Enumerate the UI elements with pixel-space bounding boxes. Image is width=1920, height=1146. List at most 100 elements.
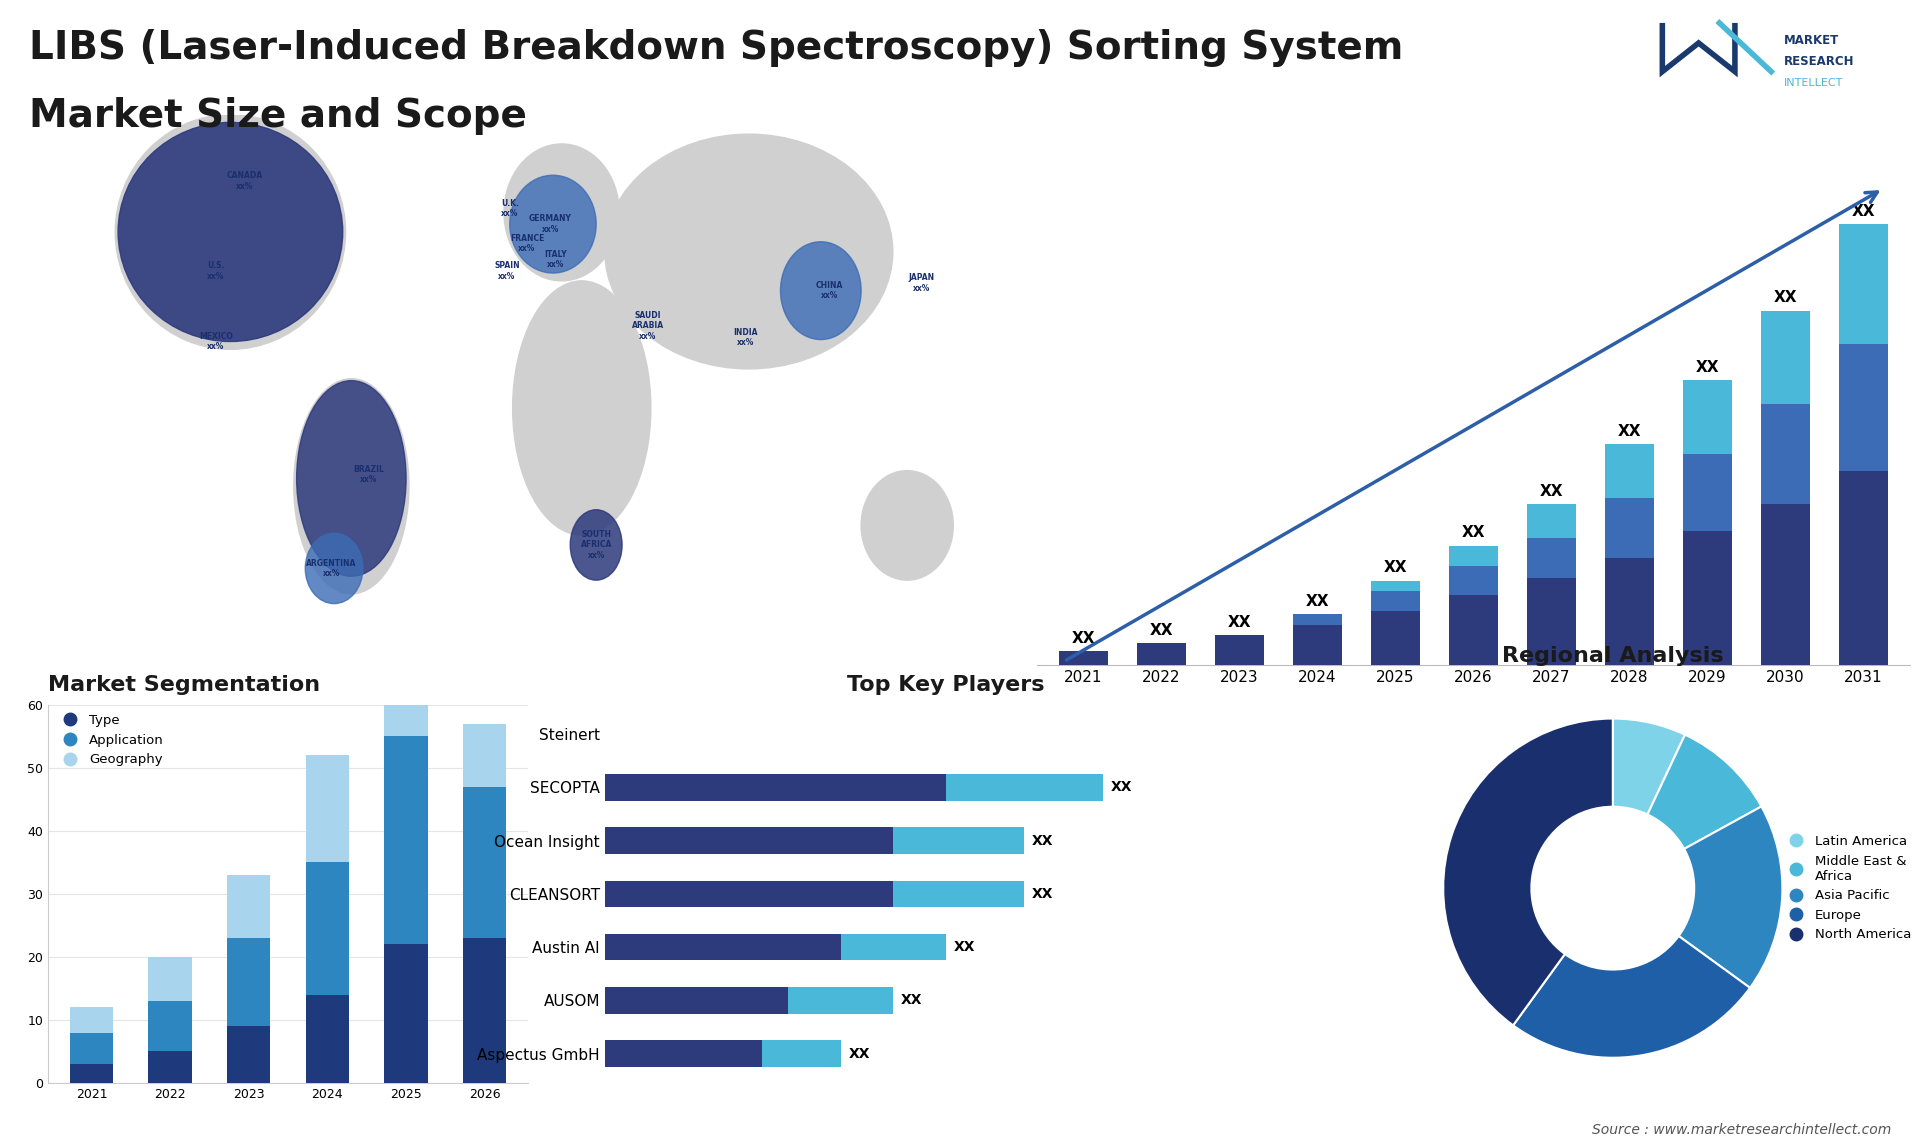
Ellipse shape xyxy=(605,134,893,369)
Text: XX: XX xyxy=(1540,484,1563,499)
Text: SOUTH
AFRICA
xx%: SOUTH AFRICA xx% xyxy=(580,531,612,560)
Text: MARKET: MARKET xyxy=(1784,33,1839,47)
Bar xyxy=(605,987,789,1014)
Text: XX: XX xyxy=(1619,424,1642,439)
Text: INTELLECT: INTELLECT xyxy=(1784,78,1843,88)
Text: XX: XX xyxy=(1306,594,1329,609)
Ellipse shape xyxy=(513,281,651,535)
Bar xyxy=(1839,471,1887,665)
Bar xyxy=(945,774,1102,801)
Bar xyxy=(605,1041,762,1067)
Text: XX: XX xyxy=(1033,833,1054,848)
Bar xyxy=(1528,537,1576,578)
Bar xyxy=(384,559,428,736)
Text: XX: XX xyxy=(1774,290,1797,305)
Bar xyxy=(463,724,507,786)
Text: XX: XX xyxy=(1229,615,1252,630)
Ellipse shape xyxy=(296,380,407,576)
Bar xyxy=(463,937,507,1083)
Bar xyxy=(1371,581,1419,591)
Bar xyxy=(605,934,841,960)
Text: XX: XX xyxy=(1853,204,1876,219)
Wedge shape xyxy=(1647,735,1761,849)
Wedge shape xyxy=(1444,719,1613,1026)
Bar xyxy=(841,934,945,960)
Bar xyxy=(227,876,271,937)
Bar xyxy=(1761,405,1811,504)
Ellipse shape xyxy=(862,471,954,580)
Bar xyxy=(1528,578,1576,665)
Text: XX: XX xyxy=(1112,780,1133,794)
Bar xyxy=(893,880,1023,908)
Wedge shape xyxy=(1613,719,1686,815)
Bar xyxy=(384,736,428,944)
Bar xyxy=(384,944,428,1083)
Bar xyxy=(227,937,271,1027)
Ellipse shape xyxy=(115,115,346,350)
Text: Market Size and Scope: Market Size and Scope xyxy=(29,97,526,135)
Title: Regional Analysis: Regional Analysis xyxy=(1501,646,1724,666)
Bar xyxy=(1450,595,1498,665)
Text: CANADA
xx%: CANADA xx% xyxy=(227,172,263,190)
Bar xyxy=(148,1052,192,1083)
Bar xyxy=(227,1027,271,1083)
Text: Market Segmentation: Market Segmentation xyxy=(48,675,321,694)
Legend: Type, Application, Geography: Type, Application, Geography xyxy=(54,712,167,769)
Bar xyxy=(1294,614,1342,625)
Bar xyxy=(463,786,507,937)
Wedge shape xyxy=(1513,936,1749,1058)
Text: ITALY
xx%: ITALY xx% xyxy=(545,250,566,269)
Bar xyxy=(605,880,893,908)
Text: ARGENTINA
xx%: ARGENTINA xx% xyxy=(305,559,357,578)
Ellipse shape xyxy=(781,242,862,339)
Bar xyxy=(1684,531,1732,665)
Bar xyxy=(148,957,192,1002)
Text: LIBS (Laser-Induced Breakdown Spectroscopy) Sorting System: LIBS (Laser-Induced Breakdown Spectrosco… xyxy=(29,29,1404,66)
Bar xyxy=(1450,566,1498,595)
Bar xyxy=(1684,380,1732,454)
Text: BRAZIL
xx%: BRAZIL xx% xyxy=(353,465,384,485)
Text: U.S.
xx%: U.S. xx% xyxy=(207,261,225,281)
Text: FRANCE
xx%: FRANCE xx% xyxy=(511,234,543,253)
Bar xyxy=(1761,311,1811,405)
Text: SAUDI
ARABIA
xx%: SAUDI ARABIA xx% xyxy=(632,311,664,340)
Bar xyxy=(1684,454,1732,531)
Legend: Latin America, Middle East &
Africa, Asia Pacific, Europe, North America: Latin America, Middle East & Africa, Asi… xyxy=(1780,832,1914,944)
Bar xyxy=(762,1041,841,1067)
Text: U.K.
xx%: U.K. xx% xyxy=(501,198,518,218)
Bar xyxy=(1450,545,1498,566)
Ellipse shape xyxy=(117,123,344,342)
Text: XX: XX xyxy=(1461,526,1486,541)
Bar xyxy=(148,1002,192,1052)
Text: XX: XX xyxy=(1695,360,1718,375)
Bar xyxy=(605,774,945,801)
Text: JAPAN
xx%: JAPAN xx% xyxy=(908,273,935,292)
Text: CHINA
xx%: CHINA xx% xyxy=(816,281,843,300)
Text: XX: XX xyxy=(849,1046,870,1061)
Bar xyxy=(305,862,349,995)
Text: Source : www.marketresearchintellect.com: Source : www.marketresearchintellect.com xyxy=(1592,1123,1891,1137)
Ellipse shape xyxy=(505,144,620,281)
Bar xyxy=(305,755,349,862)
Text: XX: XX xyxy=(1033,887,1054,901)
Bar xyxy=(1839,344,1887,471)
Ellipse shape xyxy=(305,533,363,604)
Bar xyxy=(1528,504,1576,537)
Bar xyxy=(893,827,1023,854)
Text: INDIA
xx%: INDIA xx% xyxy=(733,328,758,347)
Text: XX: XX xyxy=(900,994,922,1007)
Text: RESEARCH: RESEARCH xyxy=(1784,55,1855,68)
Bar xyxy=(605,827,893,854)
Bar xyxy=(1605,558,1653,665)
Text: XX: XX xyxy=(1384,560,1407,575)
Bar xyxy=(305,995,349,1083)
Bar xyxy=(1839,223,1887,344)
Bar xyxy=(789,987,893,1014)
Text: GERMANY
xx%: GERMANY xx% xyxy=(528,214,572,234)
Bar xyxy=(69,1007,113,1033)
Ellipse shape xyxy=(294,378,409,594)
Wedge shape xyxy=(1678,807,1782,988)
Bar xyxy=(1060,651,1108,665)
Bar xyxy=(1137,643,1187,665)
Ellipse shape xyxy=(511,175,597,273)
